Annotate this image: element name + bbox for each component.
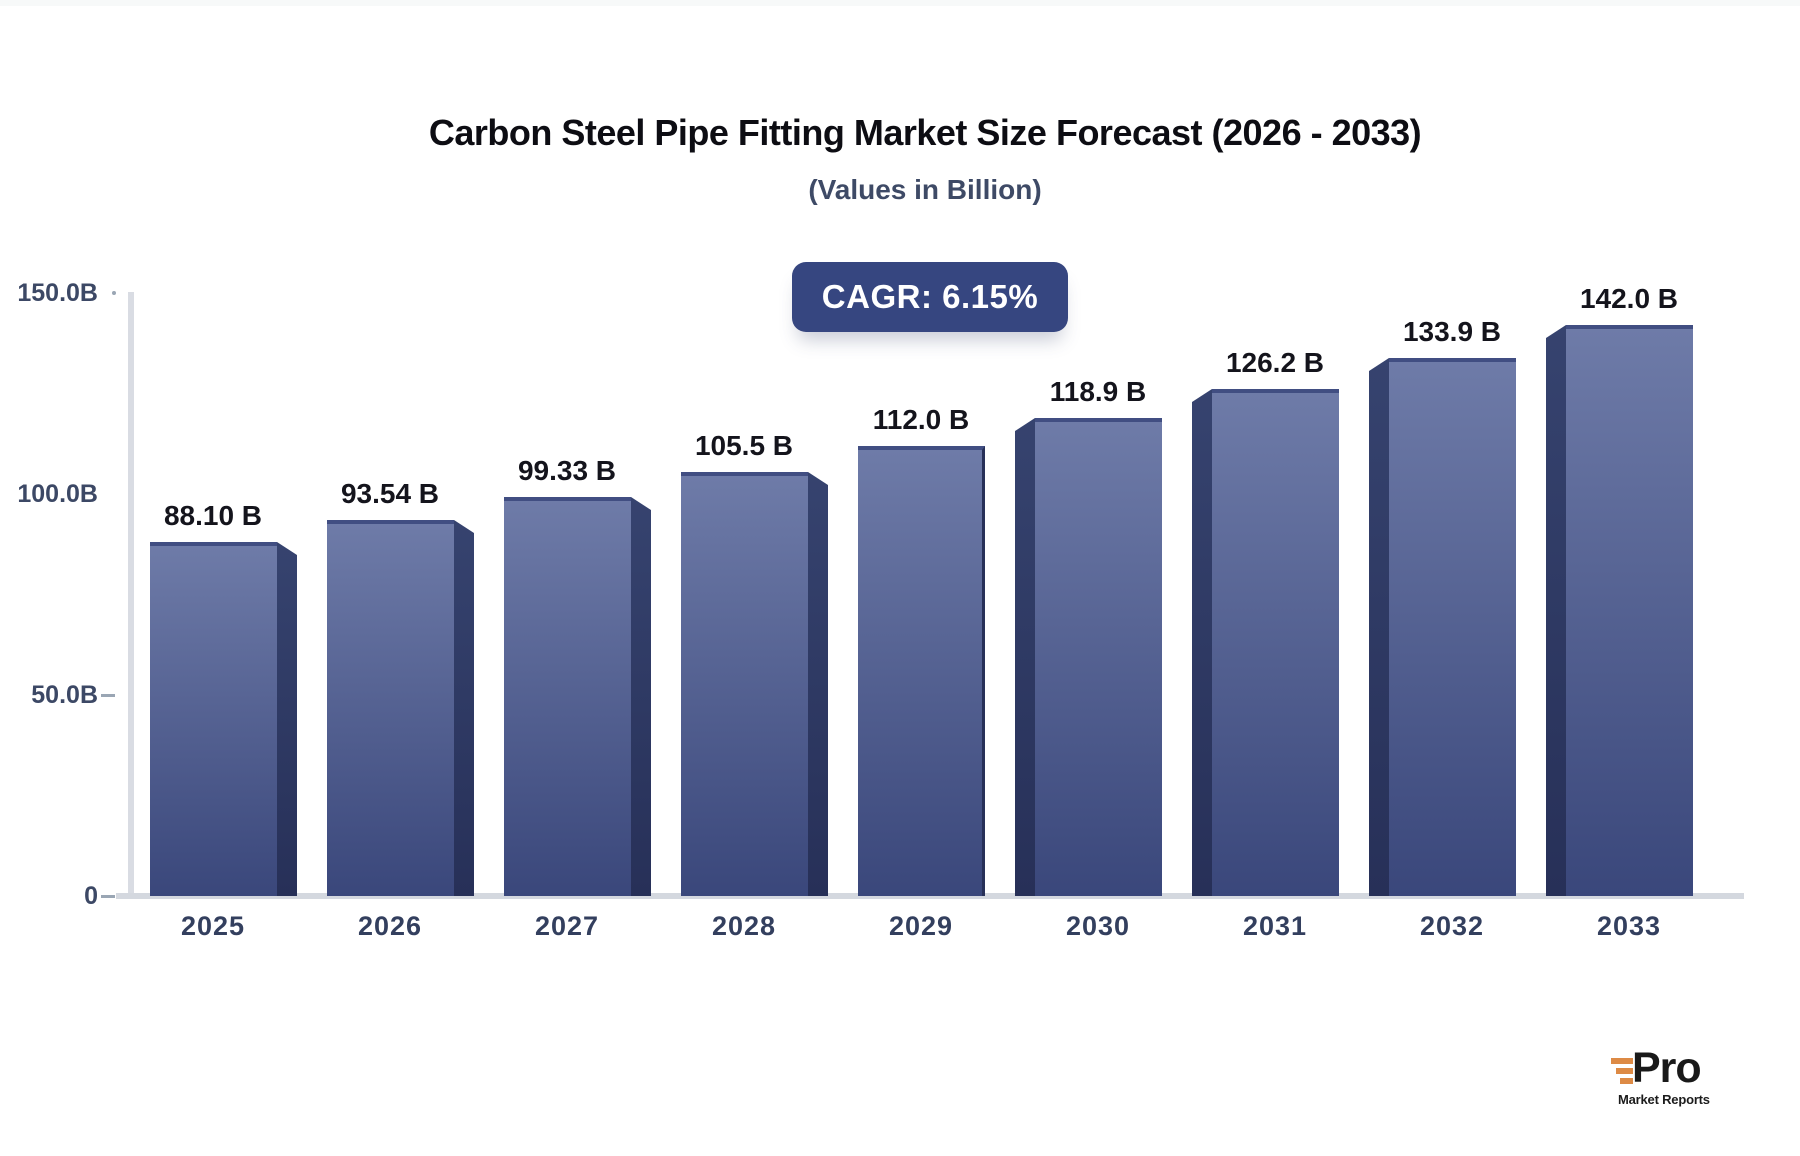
y-axis-tick-label: 50.0B [31,681,98,709]
bar-2032 [1389,358,1516,896]
bar-2025 [150,542,277,896]
brand-logo: Pro Market Reports [1605,1046,1775,1126]
logo-subtitle: Market Reports [1618,1092,1710,1107]
y-axis-tick-mark [101,694,115,697]
bar-2033 [1566,325,1693,896]
bar-2031 [1212,389,1339,896]
bar-side-face-2028 [808,472,828,896]
bar-value-label-2030: 118.9 B [1049,376,1147,407]
bar-value-label-2033: 142.0 B [1579,283,1679,314]
cagr-badge: CAGR: 6.15% [792,262,1068,332]
bar-value-label-2029: 112.0 B [872,404,970,435]
x-axis-label-2032: 2032 [1419,911,1485,941]
x-axis-line [116,893,1744,899]
y-axis-tick-label: 150.0B [17,279,98,307]
bar-value-label-2025: 88.10 B [163,500,263,531]
bar-side-face-2032 [1369,358,1389,896]
x-axis-label-2030: 2030 [1065,911,1131,941]
logo-bars-icon [1616,1068,1633,1074]
x-axis-label-2025: 2025 [180,911,246,941]
bar-value-label-2026: 93.54 B [340,478,440,509]
chart-title: Carbon Steel Pipe Fitting Market Size Fo… [428,112,1422,153]
bar-2030 [1035,418,1162,896]
chart-subtitle: (Values in Billion) [808,174,1042,205]
bar-side-face-2027 [631,497,651,896]
bar-side-face-2026 [454,520,474,896]
logo-bars-icon [1611,1058,1633,1064]
x-axis-label-2026: 2026 [357,911,423,941]
bar-value-label-2032: 133.9 B [1402,316,1502,347]
bar-2028 [681,472,808,896]
bar-chart-plot-area: 150.0B 100.0B 50.0B 0 88.10 B 2025 93.54 B 2026… [0,6,1800,1156]
logo-bars-icon [1620,1078,1633,1084]
bar-side-face-2031 [1192,389,1212,896]
bar-side-face-2033 [1546,325,1566,896]
y-axis-tick-label: 0 [84,882,98,910]
bar-2029 [858,446,985,896]
x-axis-label-2033: 2033 [1596,911,1662,941]
bar-side-face-2030 [1015,418,1035,896]
logo-title: Pro [1632,1044,1702,1092]
y-axis-tick-label: 100.0B [17,480,98,508]
bar-2027 [504,497,631,896]
bar-2026 [327,520,454,896]
bar-value-label-2028: 105.5 B [694,430,794,461]
y-axis-tick-mark [112,291,116,295]
x-axis-label-2027: 2027 [534,911,600,941]
x-axis-label-2028: 2028 [711,911,777,941]
y-axis-line [128,292,134,899]
x-axis-label-2029: 2029 [888,911,954,941]
x-axis-label-2031: 2031 [1242,911,1308,941]
bar-value-label-2031: 126.2 B [1225,347,1325,378]
bar-side-face-2025 [277,542,297,896]
y-axis-tick-mark [101,895,115,898]
bar-value-label-2027: 99.33 B [517,455,617,486]
